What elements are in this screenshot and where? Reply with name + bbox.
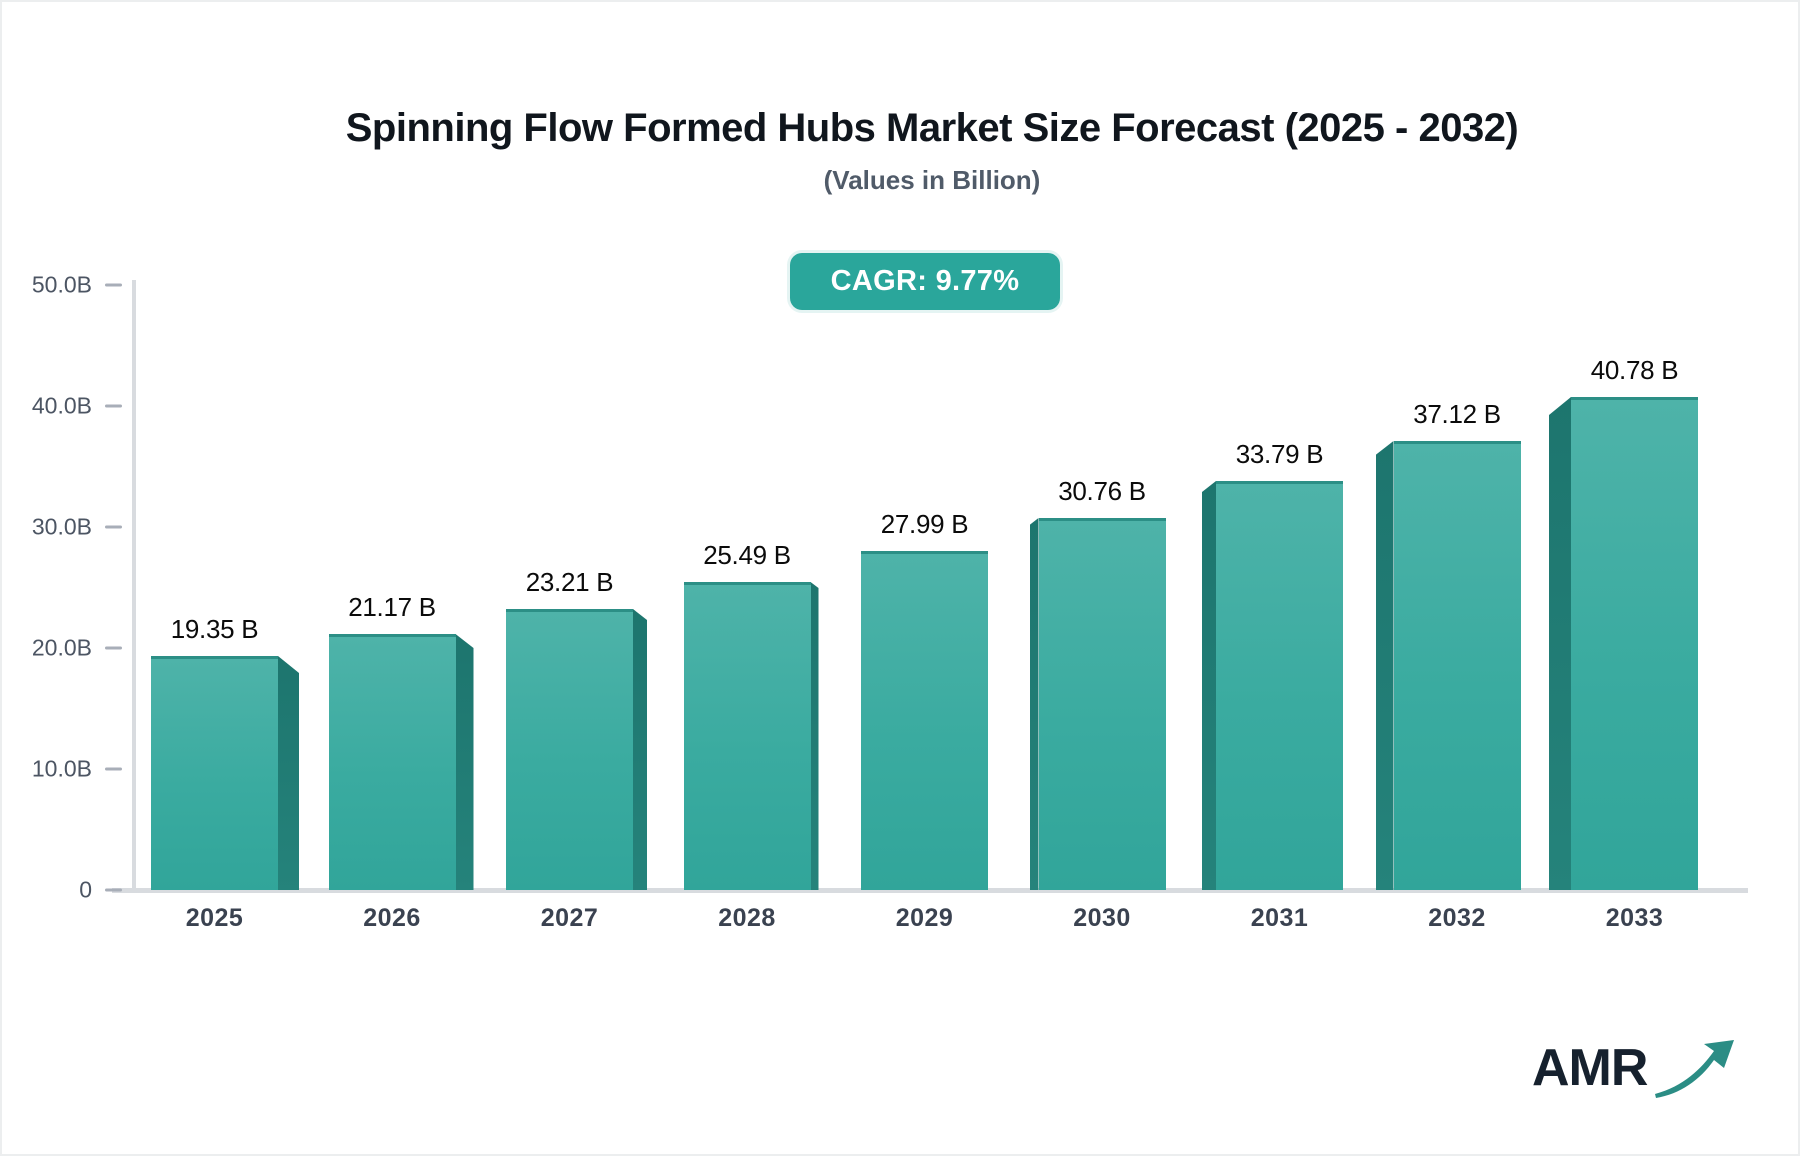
y-axis-line xyxy=(132,280,136,890)
x-tick-label-2026: 2026 xyxy=(363,904,421,932)
bar-value-label: 30.76 B xyxy=(1058,476,1146,506)
x-tick-label-2030: 2030 xyxy=(1073,904,1131,932)
y-tick-label: 50.0B xyxy=(31,271,92,298)
y-tick-mark xyxy=(105,767,122,771)
bar-value-label: 27.99 B xyxy=(880,509,969,539)
x-tick-label-2029: 2029 xyxy=(895,904,954,932)
bar-3d-side xyxy=(810,582,819,890)
x-tick-label-2028: 2028 xyxy=(718,904,776,932)
cagr-badge: CAGR: 9.77% xyxy=(790,253,1060,310)
bar-value-label: 21.17 B xyxy=(348,592,436,622)
bar-2025 xyxy=(151,656,278,890)
growth-arrow-icon xyxy=(1655,1040,1734,1098)
bar-2029 xyxy=(861,551,988,890)
x-axis-baseline xyxy=(112,888,1748,893)
bar-value-label: 37.12 B xyxy=(1413,399,1501,429)
x-tick-label-2027: 2027 xyxy=(540,904,599,932)
chart-title: Spinning Flow Formed Hubs Market Size Fo… xyxy=(345,106,1519,150)
chart-subtitle: (Values in Billion) xyxy=(823,165,1041,195)
x-tick-label-2032: 2032 xyxy=(1428,904,1486,932)
bar-2030 xyxy=(1038,518,1166,890)
x-tick-label-2033: 2033 xyxy=(1605,904,1664,932)
bar-2028 xyxy=(683,582,811,890)
bar-2031 xyxy=(1216,481,1343,890)
y-tick-label: 30.0B xyxy=(31,513,92,540)
bar-2027 xyxy=(506,609,633,890)
bar-3d-side xyxy=(1202,481,1216,890)
bar-3d-side xyxy=(1029,518,1039,890)
amr-logo: AMR xyxy=(1532,1034,1734,1114)
y-tick-mark xyxy=(105,646,122,650)
bar-3d-side xyxy=(278,656,299,890)
y-tick-mark xyxy=(105,283,122,287)
bar-3d-side xyxy=(1375,441,1394,890)
bar-value-label: 23.21 B xyxy=(525,567,614,597)
y-tick-label: 0 xyxy=(79,876,92,903)
y-tick-label: 40.0B xyxy=(31,392,92,419)
y-tick-label: 10.0B xyxy=(31,755,92,782)
bar-value-label: 25.49 B xyxy=(703,540,791,570)
y-tick-mark xyxy=(105,888,122,892)
bar-2033 xyxy=(1571,397,1698,890)
bar-3d-side xyxy=(633,609,647,890)
bar-2032 xyxy=(1393,441,1521,890)
x-tick-label-2025: 2025 xyxy=(185,904,244,932)
y-tick-mark xyxy=(105,404,122,408)
y-tick-mark xyxy=(105,525,122,529)
bar-value-label: 19.35 B xyxy=(170,614,259,644)
amr-logo-text: AMR xyxy=(1532,1039,1648,1097)
bar-3d-side xyxy=(1549,397,1571,890)
x-tick-label-2031: 2031 xyxy=(1250,904,1309,932)
bar-value-label: 33.79 B xyxy=(1235,439,1324,469)
bar-3d-side xyxy=(455,634,474,890)
y-tick-label: 20.0B xyxy=(31,634,92,661)
bar-value-label: 40.78 B xyxy=(1590,355,1679,385)
bar-2026 xyxy=(328,634,456,890)
